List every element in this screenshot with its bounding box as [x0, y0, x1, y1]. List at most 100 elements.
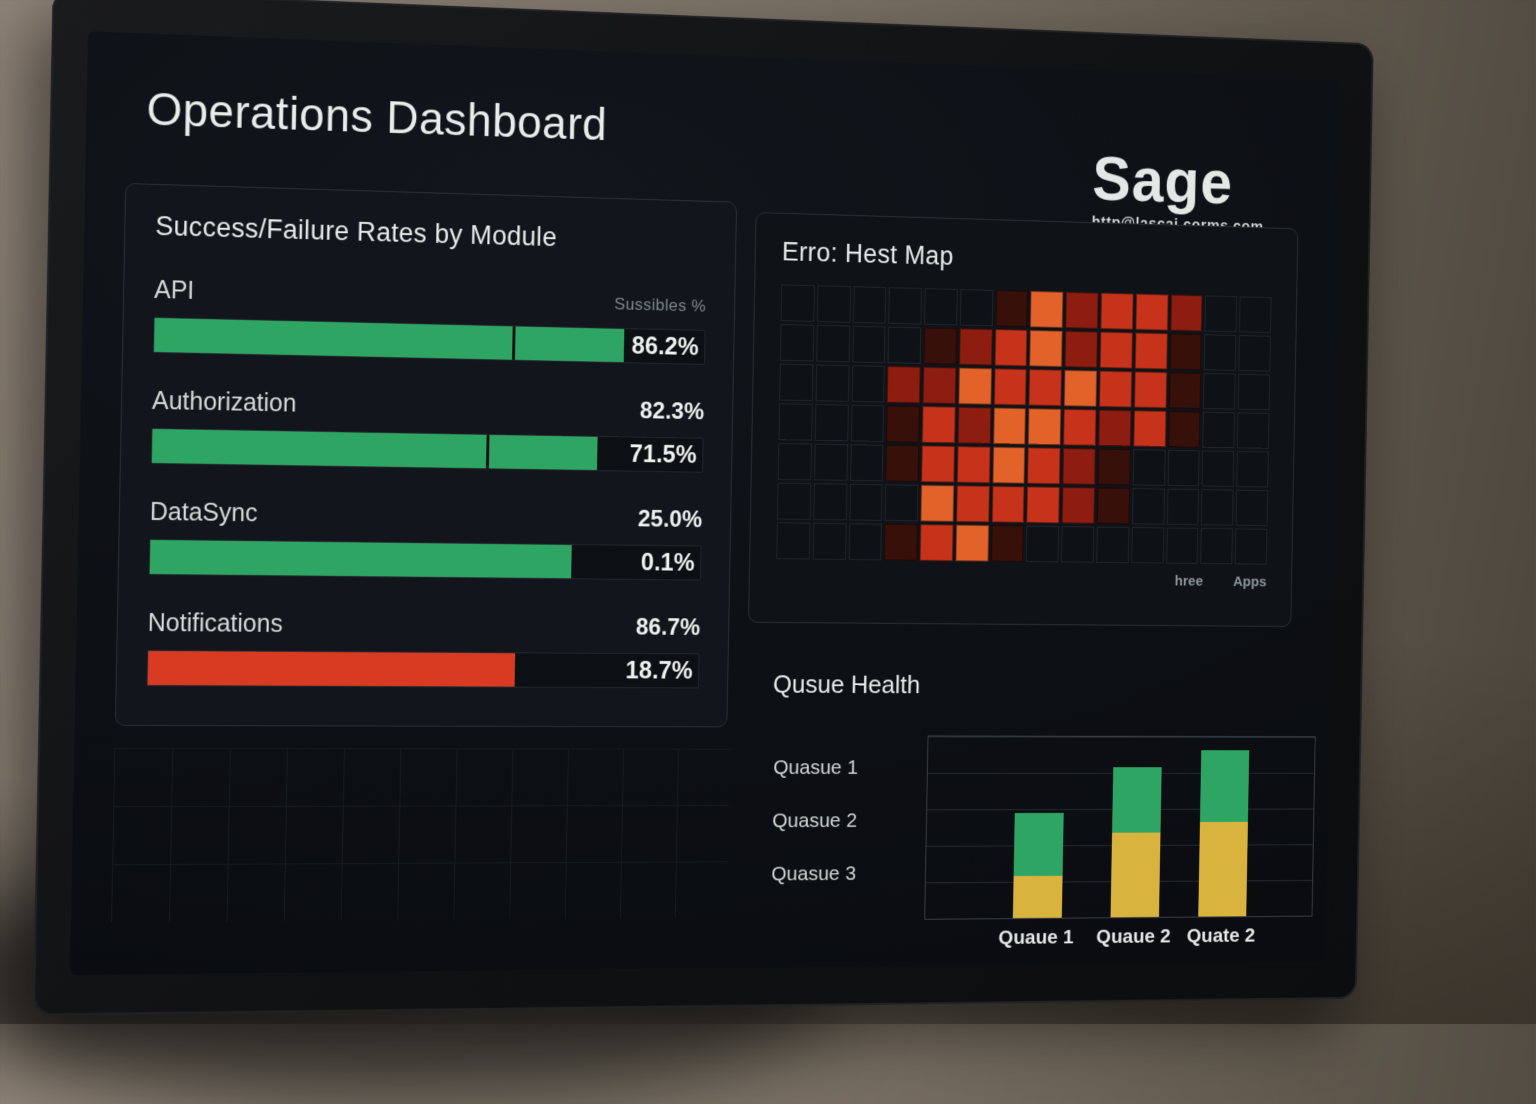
heat-cell [958, 407, 991, 444]
module-bar-segment [489, 435, 598, 470]
heat-cell [921, 485, 954, 522]
heat-cell [991, 525, 1024, 562]
module-bar-value: 18.7% [625, 656, 693, 685]
module-bar-value: 71.5% [629, 440, 696, 469]
queue-bar-green-segment [1112, 767, 1162, 833]
heat-cell [1063, 409, 1096, 446]
heat-cell [1030, 330, 1063, 367]
heat-cell [1028, 447, 1061, 484]
heat-cell [1030, 291, 1063, 328]
modules-panel-title: Success/Failure Rates by Module [155, 211, 707, 257]
module-bar-track: 0.1% [149, 539, 702, 581]
heat-cell [920, 524, 953, 561]
heat-cell [778, 443, 812, 480]
heat-cell [1201, 528, 1233, 564]
monitor-bezel: Operations Dashboard Sage http@lascai.co… [33, 0, 1374, 1016]
heat-cell [993, 408, 1026, 445]
heat-cell [848, 523, 882, 560]
module-bar-track: 71.5% [151, 428, 704, 473]
heat-cell [957, 446, 990, 483]
heat-cell [1026, 526, 1059, 563]
heat-cell [1135, 333, 1168, 370]
queue-x-label: Quate 2 [1167, 924, 1274, 948]
queue-bar-yellow-segment [1111, 833, 1161, 918]
heat-cell [1133, 410, 1166, 447]
heat-cell [1169, 372, 1202, 409]
heat-cell [814, 444, 848, 481]
heat-cell [853, 286, 887, 323]
queue-bar [1198, 750, 1249, 917]
heat-cell [1134, 371, 1167, 408]
heat-cell [1166, 528, 1199, 564]
heat-cell [885, 484, 919, 521]
module-bar-track: 18.7% [147, 650, 700, 688]
background-grid [111, 748, 731, 922]
heat-cell [1169, 333, 1202, 370]
heat-cell [1101, 293, 1134, 330]
heat-cell [851, 405, 885, 442]
heat-cell [921, 446, 954, 483]
heat-cell [1202, 450, 1234, 486]
heat-cell [777, 483, 811, 520]
page-title: Operations Dashboard [146, 82, 607, 151]
heat-cell [778, 403, 812, 440]
heat-cell [850, 444, 884, 481]
heat-cell [816, 325, 850, 362]
module-bar-value: 0.1% [641, 548, 695, 577]
queue-title: Qusue Health [773, 669, 921, 700]
heat-cell [1027, 487, 1060, 524]
heat-cell [1066, 292, 1099, 329]
heat-cell [992, 486, 1025, 523]
brand-name: Sage [1092, 148, 1265, 214]
module-bar-segment [148, 651, 515, 687]
heat-cell [994, 368, 1027, 405]
heat-cell [1029, 369, 1062, 406]
queue-bar-green-segment [1200, 750, 1249, 822]
heat-cell [884, 524, 918, 561]
heat-cell [1100, 332, 1133, 369]
module-label: Authorization [152, 387, 297, 419]
heat-cell [1235, 528, 1267, 564]
heat-cell [815, 404, 849, 441]
module-bar-track: 86.2% [153, 317, 706, 365]
queue-x-label: Quaue 1 [981, 926, 1090, 950]
module-units-label: Sussibles % [614, 295, 706, 317]
module-bar-segment [152, 429, 487, 468]
module-bar-segment [154, 318, 513, 360]
heatmap-footer-label: hree [1175, 573, 1204, 589]
heatmap-grid [776, 284, 1271, 564]
heat-cell [924, 288, 957, 325]
heat-cell [1203, 373, 1235, 410]
heat-cell [922, 406, 955, 443]
heat-cell [1167, 450, 1200, 486]
module-label: Notifications [147, 609, 282, 639]
heat-cell [1170, 295, 1203, 332]
heatmap-footer-label: Apps [1233, 574, 1267, 590]
heat-cell [1061, 526, 1094, 563]
heat-cell [886, 445, 920, 482]
heat-cell [1238, 374, 1270, 410]
module-bar-segment [150, 540, 572, 578]
heat-cell [1201, 489, 1233, 525]
heat-cell [1135, 294, 1168, 331]
heat-cell [995, 290, 1028, 327]
module-label: DataSync [150, 498, 258, 528]
heat-cell [888, 327, 922, 364]
heat-cell [1167, 489, 1200, 525]
heat-cell [887, 366, 921, 403]
heat-cell [923, 367, 956, 404]
queue-bar-yellow-segment [1013, 875, 1063, 918]
heat-cell [1097, 488, 1130, 525]
heat-cell [958, 368, 991, 405]
heat-cell [1064, 370, 1097, 407]
